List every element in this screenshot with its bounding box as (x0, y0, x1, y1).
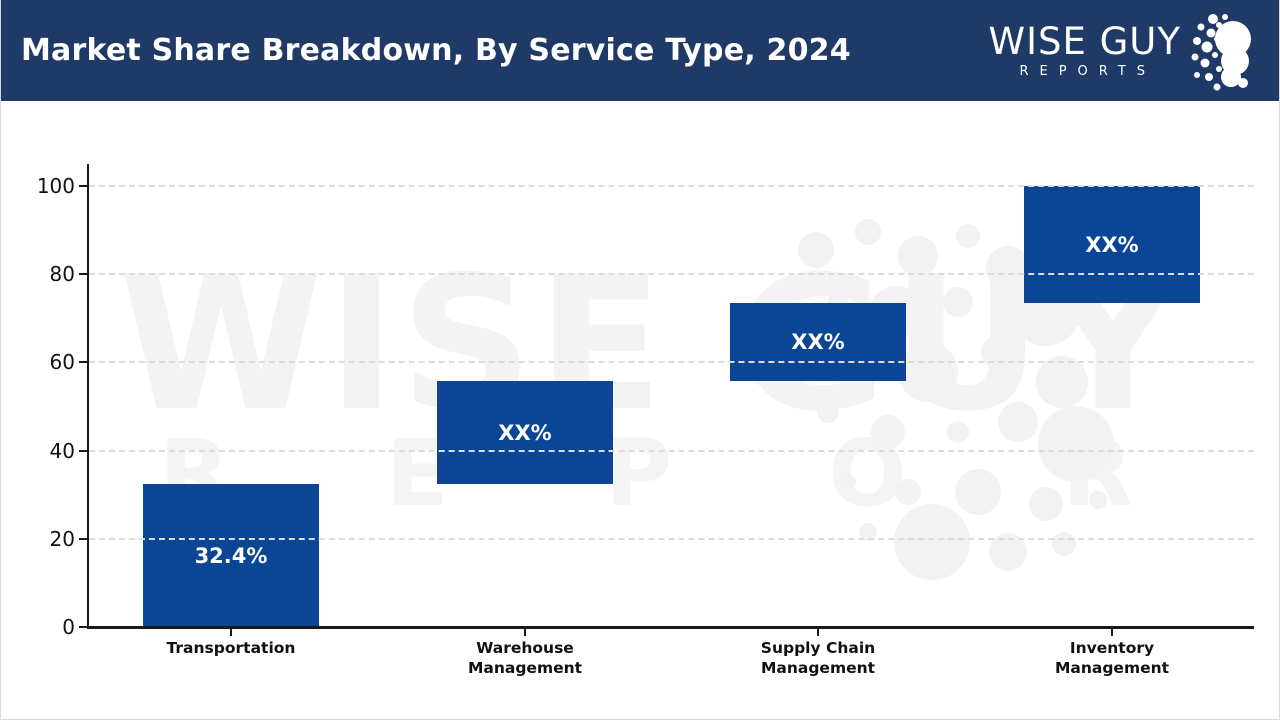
bar-value-box-transportation: 32.4% (143, 484, 319, 627)
x-axis-label-line: Management (1054, 659, 1170, 677)
x-axis-label-inventory-management: Inventory Management (965, 638, 1259, 678)
bar-warehouse-management (437, 380, 613, 485)
x-tick-warehouse-management (524, 628, 526, 636)
x-axis-label-line: Inventory (1069, 639, 1155, 657)
gridline-y100 (89, 185, 1254, 187)
x-axis-label-transportation: Transportation (84, 638, 378, 658)
y-axis-tick-label-100: 100 (36, 174, 75, 198)
y-tick-20 (79, 537, 87, 540)
y-axis-line (87, 164, 89, 629)
y-axis-tick-label-0: 0 (62, 615, 75, 639)
y-axis-tick-label-20: 20 (49, 526, 75, 551)
x-axis-label-line: Management (467, 659, 583, 677)
bar-value-label: XX% (1085, 232, 1139, 257)
gridline-y60 (89, 361, 1254, 364)
y-axis-tick-label-80: 80 (49, 262, 75, 287)
logo-subtext: REPORTS (1019, 63, 1157, 79)
y-tick-0 (79, 626, 87, 628)
x-axis-line (87, 626, 1254, 629)
x-tick-supply-chain-management (817, 628, 819, 636)
x-axis-label-line: Warehouse (476, 639, 574, 657)
gridline-y20 (89, 537, 1254, 540)
y-axis-tick-label-40: 40 (49, 438, 75, 463)
bar-transportation (143, 484, 319, 627)
y-tick-60 (79, 361, 87, 364)
x-tick-inventory-management (1111, 628, 1113, 636)
bar-supply-chain-management (730, 303, 906, 381)
chart-title: Market Share Breakdown, By Service Type,… (21, 33, 851, 68)
gridline-y40 (89, 449, 1254, 452)
bar-value-label: XX% (498, 420, 552, 445)
x-axis-label-line: Supply Chain (760, 639, 876, 657)
header: Market Share Breakdown, By Service Type,… (1, 0, 1279, 101)
bar-value-box-warehouse-management: XX% (437, 381, 613, 484)
bar-value-box-supply-chain-management: XX% (730, 303, 906, 381)
bar-inventory-management (1024, 186, 1200, 304)
gridline-y80 (89, 273, 1254, 276)
x-axis-label-line: Transportation (166, 639, 296, 657)
x-axis-label-line: Management (760, 659, 876, 677)
x-axis-label-supply-chain-management: Supply Chain Management (671, 638, 965, 678)
y-tick-100 (79, 185, 87, 187)
brand-logo: WISE GUY REPORTS (989, 9, 1255, 93)
x-tick-transportation (230, 628, 232, 636)
x-axis-label-warehouse-management: Warehouse Management (378, 638, 672, 678)
bar-value-box-inventory-management: XX% (1024, 186, 1200, 303)
bar-value-label: XX% (791, 330, 845, 355)
y-tick-40 (79, 449, 87, 452)
y-axis-tick-label-60: 60 (49, 350, 75, 375)
logo-wordmark: WISE GUY (988, 19, 1181, 63)
y-tick-80 (79, 273, 87, 276)
bar-value-label: 32.4% (194, 543, 268, 568)
logo-face-icon (1191, 13, 1251, 90)
